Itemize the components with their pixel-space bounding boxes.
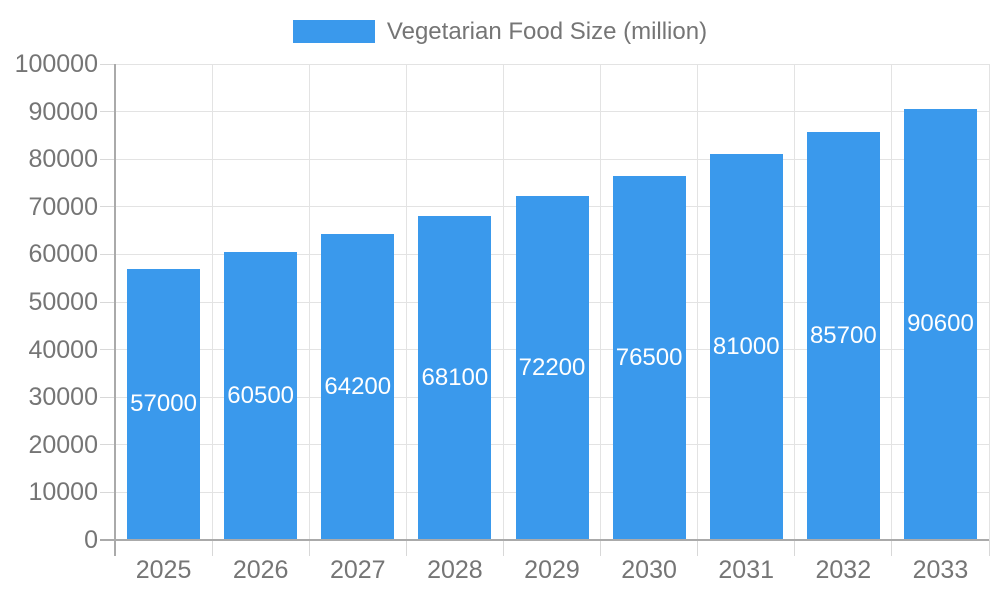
x-tick-label-2030: 2030 xyxy=(621,556,677,584)
x-gridline xyxy=(891,64,893,540)
x-tick-label-2033: 2033 xyxy=(912,556,969,584)
y-axis-tick xyxy=(100,158,115,160)
bar-value-label: 81000 xyxy=(712,333,780,361)
y-gridline xyxy=(115,63,989,65)
bar-2027[interactable]: 64200 xyxy=(321,234,395,540)
bar-value-label: 76500 xyxy=(615,343,683,371)
x-tick-label-2031: 2031 xyxy=(718,556,775,584)
y-gridline xyxy=(115,111,989,113)
x-tick-label-2032: 2032 xyxy=(815,556,872,584)
y-tick-label: 10000 xyxy=(28,478,98,507)
bar-value-label: 64200 xyxy=(324,373,392,401)
legend-label: Vegetarian Food Size (million) xyxy=(386,18,708,45)
y-tick-label: 50000 xyxy=(28,288,98,316)
legend[interactable]: Vegetarian Food Size (million) xyxy=(0,18,1000,45)
x-axis-tick xyxy=(988,540,990,556)
x-gridline xyxy=(988,64,990,540)
bar-2030[interactable]: 76500 xyxy=(612,175,686,540)
y-tick-label: 70000 xyxy=(28,192,98,221)
x-gridline xyxy=(697,64,699,540)
x-tick-label-2025: 2025 xyxy=(135,556,192,584)
x-gridline xyxy=(502,64,504,540)
bar-2025[interactable]: 57000 xyxy=(127,268,201,540)
y-tick-label: 30000 xyxy=(28,383,98,412)
bar-2033[interactable]: 90600 xyxy=(903,108,977,540)
y-tick-label: 100000 xyxy=(14,50,98,78)
bar-value-label: 57000 xyxy=(130,390,197,418)
x-axis-tick xyxy=(308,540,310,556)
bar-2031[interactable]: 81000 xyxy=(709,154,783,540)
y-tick-label: 0 xyxy=(84,526,98,554)
y-axis-tick xyxy=(100,396,115,398)
x-gridline xyxy=(211,64,213,540)
y-tick-label: 40000 xyxy=(28,335,98,364)
y-axis-tick xyxy=(100,63,115,65)
bar-2026[interactable]: 60500 xyxy=(224,252,298,540)
y-axis-tick xyxy=(100,491,115,493)
bar-2029[interactable]: 72200 xyxy=(515,196,589,540)
x-gridline xyxy=(405,64,407,540)
y-axis-tick xyxy=(100,253,115,255)
y-axis-tick xyxy=(100,111,115,113)
x-axis-tick xyxy=(891,540,893,556)
y-gridline xyxy=(115,158,989,160)
x-gridline xyxy=(308,64,310,540)
y-axis-line xyxy=(114,64,116,556)
x-tick-label-2028: 2028 xyxy=(427,556,483,584)
y-tick-label: 80000 xyxy=(28,145,98,174)
x-axis-tick xyxy=(502,540,504,556)
x-axis-tick xyxy=(794,540,796,556)
y-axis-tick xyxy=(100,349,115,351)
legend-swatch-icon[interactable] xyxy=(292,20,375,43)
bar-2028[interactable]: 68100 xyxy=(418,215,492,540)
bar-value-label: 85700 xyxy=(809,322,877,350)
y-axis-tick xyxy=(100,301,115,303)
x-axis-tick xyxy=(600,540,602,556)
bar-2032[interactable]: 85700 xyxy=(806,132,880,540)
y-axis-tick xyxy=(100,444,115,446)
x-gridline xyxy=(794,64,796,540)
bar-value-label: 68100 xyxy=(421,363,489,391)
bar-value-label: 90600 xyxy=(907,310,974,338)
x-axis-tick xyxy=(697,540,699,556)
x-tick-label-2029: 2029 xyxy=(524,556,580,584)
x-axis-tick xyxy=(405,540,407,556)
x-tick-label-2027: 2027 xyxy=(329,556,386,584)
bar-value-label: 60500 xyxy=(227,382,295,409)
x-axis-tick xyxy=(211,540,213,556)
y-tick-label: 60000 xyxy=(28,240,98,269)
x-gridline xyxy=(600,64,602,540)
bar-value-label: 72200 xyxy=(518,354,586,382)
x-tick-label-2026: 2026 xyxy=(232,556,289,584)
y-axis-tick xyxy=(100,206,115,208)
y-tick-label: 20000 xyxy=(28,430,98,459)
x-axis-line xyxy=(100,539,989,541)
y-tick-label: 90000 xyxy=(28,97,98,126)
